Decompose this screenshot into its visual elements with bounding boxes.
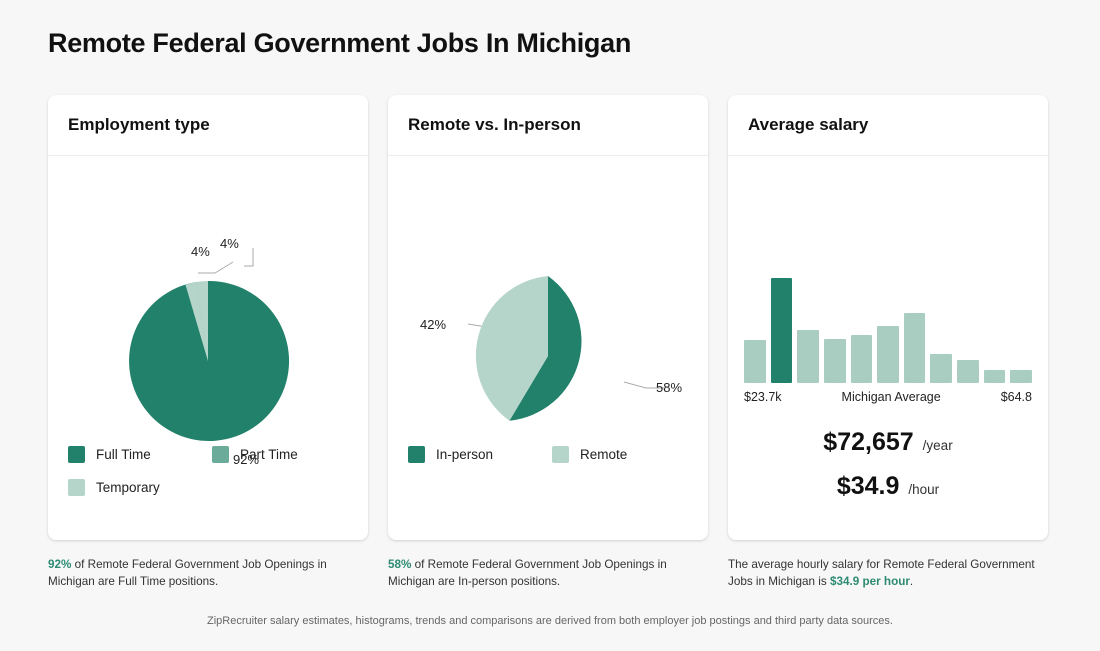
disclaimer-text: ZipRecruiter salary estimates, histogram… <box>207 615 893 627</box>
leader-line-parttime <box>198 261 234 274</box>
legend-label: Temporary <box>96 480 160 495</box>
pie-label-part-time: 4% <box>191 244 210 259</box>
leader-line-inperson <box>623 381 664 389</box>
legend-remote-vs-inperson: In-person Remote <box>408 446 696 479</box>
pie-slice-remote <box>475 276 548 421</box>
histogram-bar <box>983 370 1006 383</box>
legend-swatch-icon <box>212 446 229 463</box>
salary-hour-value: $34.9 <box>836 472 900 500</box>
histogram-bar <box>797 330 819 383</box>
footnote-text-prefix: The average hourly salary for Remote Fed… <box>728 558 1035 588</box>
legend-item[interactable]: Temporary <box>68 479 212 496</box>
pie-chart-remote-vs-inperson: 42% 58% <box>388 156 708 446</box>
footnote-highlight: 92% <box>48 558 72 571</box>
pie-svg <box>467 276 664 421</box>
card-average-salary: Average salary $23.7k Michigan Average $… <box>728 95 1048 540</box>
histogram-bar <box>850 335 873 383</box>
legend-swatch-icon <box>68 446 85 463</box>
pie-svg <box>129 248 290 441</box>
salary-histogram <box>744 268 1033 383</box>
card-title: Remote vs. In-person <box>408 115 581 134</box>
footnote-highlight: $34.9 per hour <box>830 575 910 588</box>
card-body: $23.7k Michigan Average $64.8 $72,657 /y… <box>728 156 1048 540</box>
histogram-bar <box>877 326 899 383</box>
pie-slice-in-person <box>509 276 582 421</box>
pie-label-remote: 42% <box>420 317 447 332</box>
histogram-bar <box>957 360 979 383</box>
histogram-axis-labels: $23.7k Michigan Average $64.8 <box>744 390 1032 404</box>
salary-year-value: $72,657 <box>823 428 914 456</box>
legend-item[interactable]: Full Time <box>68 446 212 463</box>
pie-slice-temporary <box>196 281 208 361</box>
leader-line-temporary <box>244 248 254 267</box>
pie-label-temporary: 4% <box>220 236 239 251</box>
pie-chart-employment-type: 4% 4% 92% <box>48 156 368 467</box>
histogram-bar <box>823 339 846 383</box>
histogram-bar <box>903 313 926 383</box>
legend-label: Full Time <box>96 447 151 462</box>
axis-label-max: $64.8 <box>1000 390 1032 404</box>
card-header: Employment type <box>48 95 368 156</box>
histogram-bar <box>930 354 953 383</box>
salary-hour-unit: /hour <box>908 482 940 497</box>
card-body: 42% 58% In-person Remote <box>388 156 708 540</box>
histogram-bar <box>1010 370 1033 383</box>
footnote-highlight: 58% <box>388 558 412 571</box>
legend-label: Remote <box>580 447 628 462</box>
footnote-text: of Remote Federal Government Job Opening… <box>48 558 327 588</box>
legend-swatch-icon <box>408 446 425 463</box>
salary-per-year-row: $72,657 /year <box>728 428 1048 457</box>
footnote-text-suffix: . <box>909 575 914 588</box>
salary-per-hour-row: $34.9 /hour <box>728 472 1048 501</box>
pie-slice-temporary-a <box>185 282 208 361</box>
footnote-text: of Remote Federal Government Job Opening… <box>388 558 667 588</box>
legend-item[interactable]: Part Time <box>212 446 356 463</box>
footnote-row: 92% of Remote Federal Government Job Ope… <box>48 556 1048 590</box>
footnote-average-salary: The average hourly salary for Remote Fed… <box>728 556 1048 590</box>
footnote-remote-vs-inperson: 58% of Remote Federal Government Job Ope… <box>388 556 708 590</box>
legend-label: In-person <box>436 447 494 462</box>
page-title: Remote Federal Government Jobs In Michig… <box>48 28 632 58</box>
card-title: Average salary <box>748 115 869 134</box>
legend-employment-type: Full Time Part Time Temporary <box>68 446 356 512</box>
salary-year-unit: /year <box>922 438 953 453</box>
stat-card-row: Employment type <box>48 95 1048 540</box>
card-employment-type: Employment type <box>48 95 368 540</box>
pie-label-full-time: 92% <box>233 452 260 467</box>
axis-label-average: Michigan Average <box>841 390 941 404</box>
legend-item[interactable]: In-person <box>408 446 552 463</box>
card-header: Remote vs. In-person <box>388 95 708 156</box>
legend-label: Part Time <box>240 447 298 462</box>
legend-swatch-icon <box>68 479 85 496</box>
pie-label-in-person: 58% <box>656 380 683 395</box>
histogram-bar <box>744 340 766 383</box>
legend-item[interactable]: Remote <box>552 446 696 463</box>
pie-slice-full-time <box>129 280 290 441</box>
footnote-employment-type: 92% of Remote Federal Government Job Ope… <box>48 556 368 590</box>
card-title: Employment type <box>68 115 210 134</box>
legend-swatch-icon <box>552 446 569 463</box>
histogram-bar <box>770 278 793 383</box>
card-header: Average salary <box>728 95 1048 156</box>
card-body: 4% 4% 92% Full Time Part Time T <box>48 156 368 540</box>
axis-label-min: $23.7k <box>744 390 782 404</box>
card-remote-vs-inperson: Remote vs. In-person 42% 58% <box>388 95 708 540</box>
